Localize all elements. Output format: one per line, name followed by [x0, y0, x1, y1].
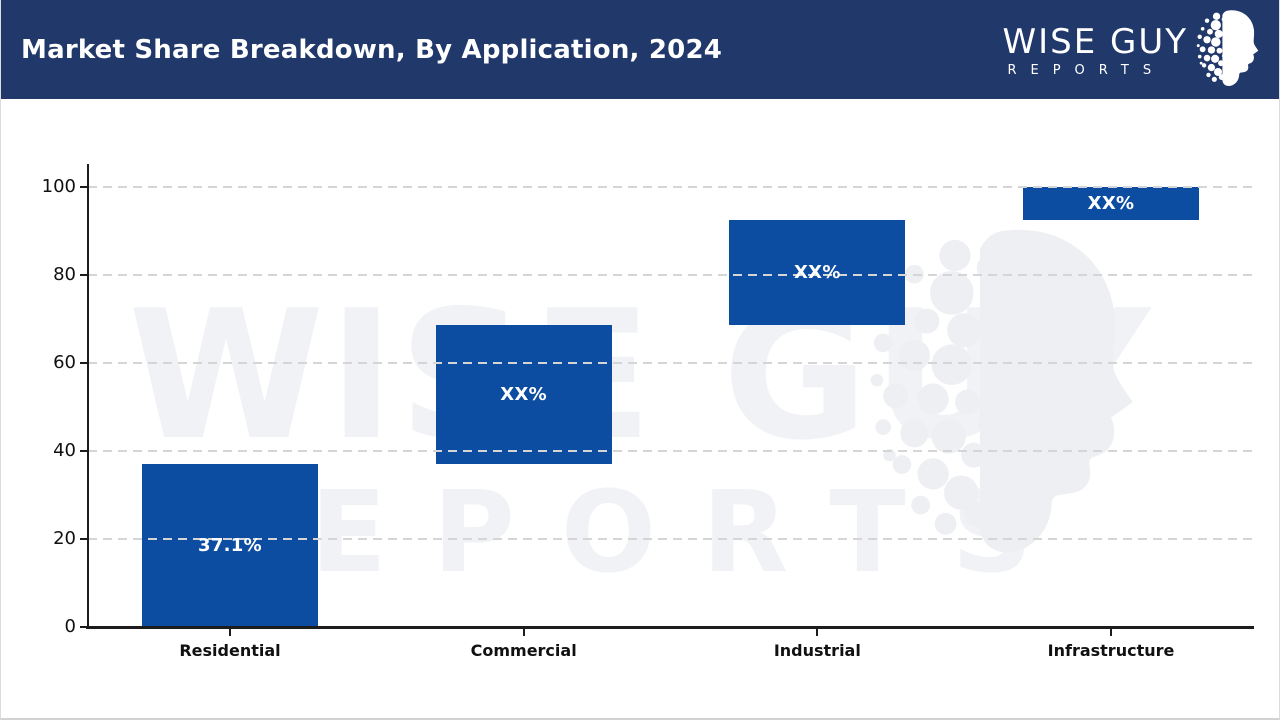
- bar-residential: [142, 463, 318, 627]
- y-tick-0: [80, 626, 88, 628]
- y-tick-80: [80, 274, 88, 276]
- y-tick-label-0: 0: [64, 616, 76, 637]
- x-tick-2: [816, 629, 819, 636]
- gridline-80: [88, 274, 1253, 276]
- x-tick-3: [1110, 629, 1112, 636]
- y-tick-40: [80, 450, 88, 452]
- y-tick-label-20: 20: [53, 528, 76, 549]
- y-tick-20: [80, 538, 88, 540]
- x-axis-label-3: Infrastructure: [1047, 641, 1175, 660]
- bar-value-label-commercial: XX%: [500, 383, 547, 405]
- header-bar: Market Share Breakdown, By Application, …: [0, 0, 1280, 99]
- y-tick-label-80: 80: [53, 264, 76, 285]
- logo-head-icon: [1196, 10, 1259, 87]
- gridline-60: [88, 362, 1253, 364]
- y-tick-label-100: 100: [41, 176, 76, 197]
- x-tick-0: [229, 629, 231, 636]
- x-axis-label-0: Residential: [179, 641, 281, 660]
- brand-logo: WISE GUY REPORTS: [1002, 8, 1266, 92]
- bar-value-label-infrastructure: XX%: [1087, 193, 1135, 214]
- y-tick-100: [80, 186, 88, 188]
- bar-value-label-residential: 37.1%: [198, 534, 262, 556]
- x-axis-spine: [86, 626, 1254, 629]
- gridline-100: [88, 186, 1253, 188]
- x-axis-label-1: Commercial: [470, 641, 577, 660]
- page-title: Market Share Breakdown, By Application, …: [21, 34, 723, 65]
- bar-commercial: [435, 325, 612, 464]
- gridline-20: [88, 538, 1253, 540]
- gridline-40: [88, 450, 1253, 452]
- x-axis-label-2: Industrial: [773, 641, 861, 660]
- y-tick-60: [80, 362, 88, 364]
- y-tick-label-40: 40: [53, 440, 76, 461]
- bar-infrastructure: [1023, 187, 1199, 220]
- x-tick-1: [522, 629, 525, 636]
- logo-text: WISE GUY REPORTS: [1002, 23, 1188, 78]
- logo-subtext: REPORTS: [1007, 62, 1166, 78]
- logo-wordmark: WISE GUY: [1002, 21, 1188, 62]
- y-tick-label-60: 60: [53, 352, 76, 373]
- bar-value-label-industrial: XX%: [793, 262, 841, 284]
- y-axis-spine: [87, 164, 89, 629]
